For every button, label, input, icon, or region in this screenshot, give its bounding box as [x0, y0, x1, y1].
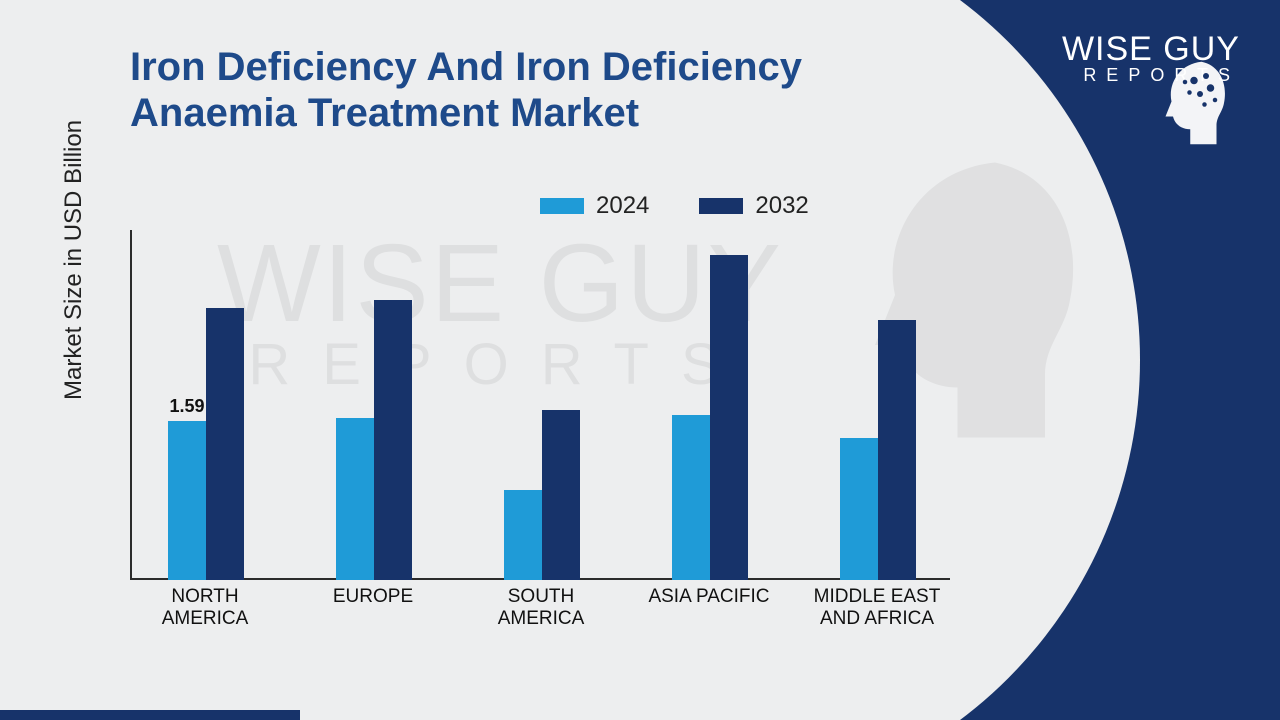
- y-axis-label: Market Size in USD Billion: [60, 120, 88, 400]
- category-label: ASIA PACIFIC: [634, 586, 784, 608]
- category-label: NORTH AMERICA: [130, 586, 280, 630]
- legend: 2024 2032: [540, 192, 809, 220]
- brand-logo: WISE GUY REPORTS: [1062, 30, 1240, 86]
- bar-2032: [710, 255, 748, 580]
- legend-swatch-2024: [540, 198, 584, 214]
- chart-title: Iron Deficiency And Iron Deficiency Anae…: [130, 44, 870, 136]
- legend-swatch-2032: [699, 198, 743, 214]
- bar-value-label: 1.59: [157, 396, 217, 417]
- bar-2032: [206, 308, 244, 580]
- bar-2024: [840, 438, 878, 580]
- category-label: SOUTH AMERICA: [466, 586, 616, 630]
- bar-2024: [672, 415, 710, 580]
- brand-head-icon: [1154, 58, 1234, 148]
- footer-accent-bar: [0, 710, 300, 720]
- legend-item-2024: 2024: [540, 192, 649, 220]
- bar-2024: [504, 490, 542, 580]
- legend-item-2032: 2032: [699, 192, 808, 220]
- plot-area: 1.59: [130, 230, 950, 580]
- bar-2032: [542, 410, 580, 580]
- bar-2032: [878, 320, 916, 580]
- bar-2024: [168, 421, 206, 580]
- bar-2024: [336, 418, 374, 580]
- category-label: MIDDLE EAST AND AFRICA: [802, 586, 952, 630]
- bar-2032: [374, 300, 412, 580]
- category-label: EUROPE: [298, 586, 448, 608]
- chart-canvas: WISE GUY REPORTS WISE GUY REPORTS Iron D…: [0, 0, 1280, 720]
- category-labels: NORTH AMERICA EUROPE SOUTH AMERICA ASIA PAC…: [130, 582, 950, 702]
- legend-label-2024: 2024: [596, 192, 649, 220]
- y-axis-line: [130, 230, 132, 580]
- legend-label-2032: 2032: [755, 192, 808, 220]
